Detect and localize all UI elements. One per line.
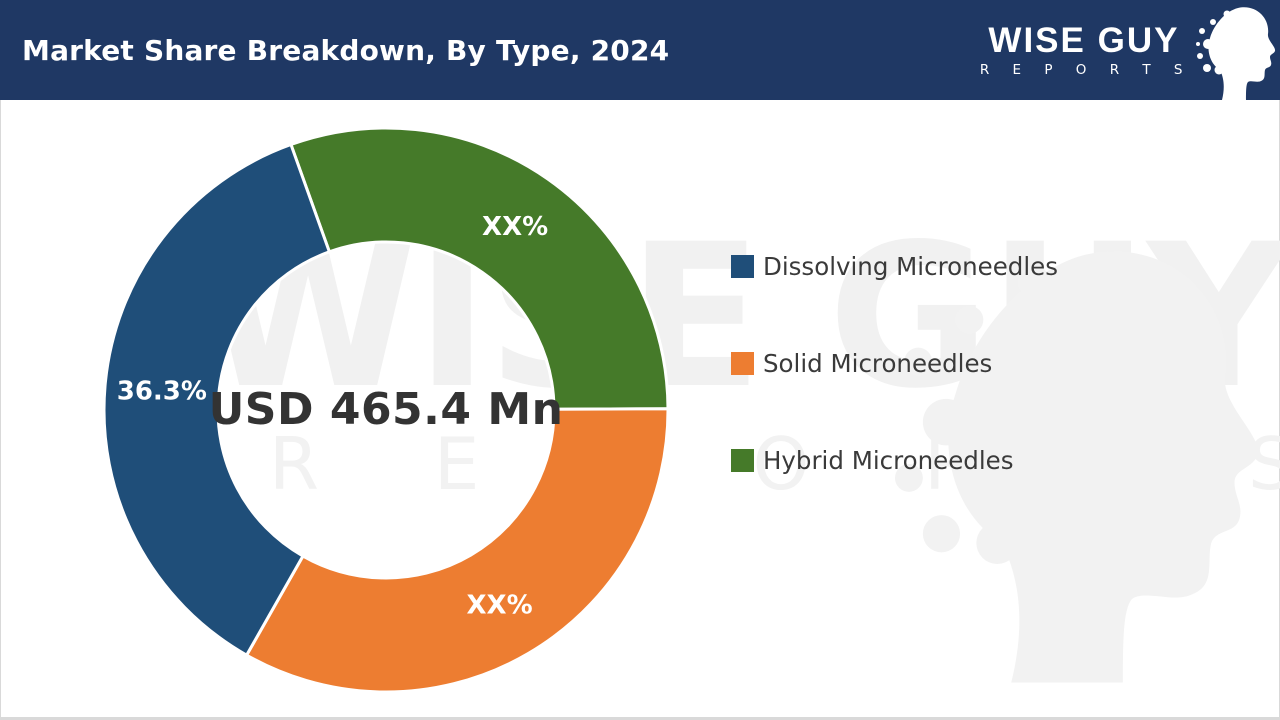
header-bar: Market Share Breakdown, By Type, 2024 WI… xyxy=(0,0,1280,100)
brand-logo: WISE GUY R E P O R T S xyxy=(976,0,1280,100)
slice-label-dissolving-microneedles: 36.3% xyxy=(117,377,207,407)
slice-label-hybrid-microneedles: XX% xyxy=(482,212,548,242)
legend-item: Hybrid Microneedles xyxy=(731,446,1058,475)
legend-item: Solid Microneedles xyxy=(731,349,1058,378)
slice-solid-microneedles xyxy=(245,407,670,694)
brand-subtitle: R E P O R T S xyxy=(979,61,1192,78)
watermark: WISE GUY R E P O R T S xyxy=(1,100,1280,720)
chart-area: WISE GUY R E P O R T S XX% XX% 36.3% USD 4 xyxy=(0,100,1280,720)
chart-center-total: USD 465.4 Mn xyxy=(208,384,564,435)
legend-label: Hybrid Microneedles xyxy=(763,446,1014,475)
legend-swatch xyxy=(731,449,754,472)
page-title: Market Share Breakdown, By Type, 2024 xyxy=(22,33,670,67)
legend-label: Solid Microneedles xyxy=(763,349,993,378)
brand-face-icon xyxy=(1196,7,1276,100)
legend-label: Dissolving Microneedles xyxy=(763,252,1058,281)
chart-legend: Dissolving Microneedles Solid Microneedle… xyxy=(731,252,1058,475)
legend-swatch xyxy=(731,352,754,375)
slice-dissolving-microneedles xyxy=(102,143,331,657)
legend-item: Dissolving Microneedles xyxy=(731,252,1058,281)
legend-swatch xyxy=(731,255,754,278)
donut-chart: XX% XX% 36.3% xyxy=(102,126,670,694)
watermark-face xyxy=(894,251,1259,683)
slice-hybrid-microneedles xyxy=(289,126,670,411)
brand-name: WISE GUY xyxy=(988,20,1180,60)
slice-label-solid-microneedles: XX% xyxy=(467,590,533,620)
brand-logo-text: WISE GUY R E P O R T S xyxy=(976,23,1192,78)
